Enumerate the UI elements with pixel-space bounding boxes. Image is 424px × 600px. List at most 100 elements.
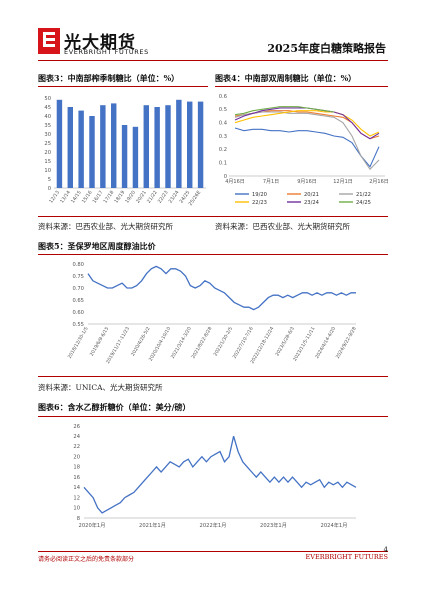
fig5-x-tick: 2019/6/9-6/15: [89, 326, 111, 357]
fig4-legend-label: 22/23: [252, 200, 267, 206]
fig5-source: 资料来源：UNICA、光大期货研究所: [38, 383, 163, 392]
fig3-y-tick: 50: [44, 96, 51, 102]
fig4-legend-label: 19/20: [252, 192, 267, 198]
fig6-y-tick: 22: [73, 444, 80, 450]
fig4-series-22-23: [234, 110, 380, 137]
fig3-y-tick: 35: [44, 123, 51, 129]
fig5-x-tick: 2018/12/30-1/5: [67, 326, 90, 360]
fig4-y-tick: 0.1: [219, 160, 227, 166]
fig4-legend-label: 21/22: [356, 192, 371, 198]
fig5-x-tick: 2021/3/14-3/20: [170, 326, 193, 360]
fig3-y-tick: 40: [44, 114, 51, 120]
fig5-y-tick: 0.75: [72, 274, 84, 280]
fig3-bar: [165, 105, 171, 188]
footer-brand: EVERBRIGHT FUTURES: [305, 553, 388, 561]
fig5-x-tick: 2023/5/28-6/3: [274, 326, 296, 357]
fig3-bar: [176, 99, 182, 188]
fig5-x-tick: 2022/1/30-2/5: [213, 326, 235, 357]
footer-disclaimer: 请务必阅读正文之后的免责条款部分: [38, 556, 135, 563]
fig6-y-tick: 18: [73, 465, 80, 471]
fig6-y-tick: 20: [73, 454, 80, 460]
fig4-x-tick: 7月1日: [263, 179, 279, 185]
fig5-y-tick: 0.65: [72, 298, 84, 304]
fig4-series-21-22: [234, 111, 380, 171]
fig4-y-tick: 0: [224, 174, 227, 180]
fig6-line-chart: 8 10 12 14 16 18 20 22 24 26 2020年1月 2021年1月 2022年1月…: [73, 424, 357, 529]
fig5-bottom-line: [38, 376, 388, 377]
header-divider: [38, 60, 388, 61]
fig3-bar: [78, 110, 84, 188]
fig6-y-tick: 16: [73, 475, 80, 481]
fig5-series-line: [87, 265, 356, 311]
fig4-legend-label: 20/21: [304, 192, 319, 198]
fig4-series-23-24: [234, 107, 380, 140]
fig5-y-tick: 0.80: [72, 262, 84, 268]
fig3-bar: [187, 101, 193, 188]
fig3-bar: [111, 103, 117, 188]
fig5-x-tick: 2020/4/26-5/2: [130, 326, 152, 357]
fig6-y-tick: 10: [73, 506, 80, 512]
brand-name-cn: 光大期货: [64, 33, 136, 53]
brand-name-en: EVERBRIGHT FUTURES: [64, 48, 149, 56]
fig6-y-tick: 26: [73, 424, 80, 430]
fig3-bar: [121, 125, 128, 188]
fig4-source: 资料来源：巴西农业部、光大期货研究所: [215, 222, 350, 231]
fig4-y-tick: 0.3: [219, 134, 227, 140]
fig3-bar: [143, 105, 149, 188]
fig3-caption: 图表3：中南部榨季制糖比（单位：%）: [38, 73, 180, 83]
fig6-x-tick: 2021年1月: [139, 521, 166, 529]
fig4-line-chart: 0 0.1 0.2 0.3 0.4 0.5 0.6 4月16日 7月1日 9月16日 12月1日 2月…: [219, 94, 389, 206]
fig4-series-20-21: [234, 110, 380, 140]
fig3-bar: [89, 116, 95, 188]
fig6-x-tick: 2023年1月: [260, 521, 287, 529]
fig6-y-tick: 14: [73, 485, 80, 491]
fig4-x-tick: 9月16日: [297, 179, 317, 185]
fig3-y-tick: 25: [44, 141, 51, 147]
fig4-y-tick: 0.2: [219, 147, 227, 153]
fig6-caption: 图表6：含水乙醇折糖价（单位：美分/磅）: [38, 402, 191, 412]
fig5-y-tick: 0.70: [72, 286, 84, 292]
fig3-bar: [100, 105, 106, 188]
fig3-bar-chart: 0510152025303540455012/1313/1414/1515/16…: [44, 96, 206, 207]
fig3-y-tick: 30: [44, 132, 51, 138]
fig5-x-tick: 2019/11/17-11/23: [105, 326, 131, 365]
fig4-x-tick: 2月16日: [369, 179, 389, 185]
footer-divider: [38, 551, 388, 552]
fig5-y-tick: 0.60: [72, 310, 84, 316]
fig4-caption-line: [215, 86, 388, 87]
fig5-x-tick: 2020/10/4-10/10: [148, 326, 172, 362]
fig4-y-tick: 0.4: [219, 120, 228, 126]
fig6-y-tick: 8: [77, 516, 80, 522]
fig4-series-19-20: [234, 127, 380, 168]
fig3-source: 资料来源：巴西农业部、光大期货研究所: [38, 222, 173, 231]
fig4-legend-label: 24/25: [356, 200, 371, 206]
fig3-bar: [197, 101, 204, 188]
report-title: 2025年度白糖策略报告: [267, 42, 386, 55]
fig3-y-tick: 5: [48, 177, 51, 183]
fig6-x-tick: 2022年1月: [200, 521, 227, 529]
fig3-caption-line: [38, 86, 208, 87]
fig4-y-tick: 0.5: [219, 107, 227, 113]
brand-logo-icon: [38, 28, 60, 54]
fig5-x-tick: 2022/12/18-12/24: [249, 326, 275, 365]
fig5-x-tick: 2024/4/14-4/20: [314, 326, 337, 360]
fig5-x-tick: 2023/11/5-11/11: [292, 326, 316, 362]
fig3-bar: [56, 99, 63, 188]
fig6-x-tick: 2020年1月: [79, 521, 106, 529]
fig3-y-tick: 45: [44, 105, 51, 111]
fig6-series-line: [83, 436, 357, 514]
fig5-x-tick: 2022/7/10-7/16: [232, 326, 255, 360]
fig5-x-tick: 2021/8/22-8/28: [190, 326, 213, 360]
fig3-bar: [67, 107, 73, 188]
fig6-caption-line: [38, 416, 388, 417]
fig6-y-tick: 24: [73, 434, 80, 440]
fig3-bar: [154, 107, 160, 188]
fig5-x-tick: 2024/9/22-9/28: [335, 326, 358, 360]
fig34-bottom-line: [38, 216, 388, 217]
fig4-legend-label: 23/24: [304, 200, 320, 206]
fig3-y-tick: 20: [44, 150, 51, 156]
fig5-caption-line: [38, 254, 388, 255]
fig3-y-tick: 0: [48, 186, 51, 192]
fig4-x-tick: 12月1日: [333, 179, 353, 185]
fig6-y-tick: 12: [73, 495, 80, 501]
